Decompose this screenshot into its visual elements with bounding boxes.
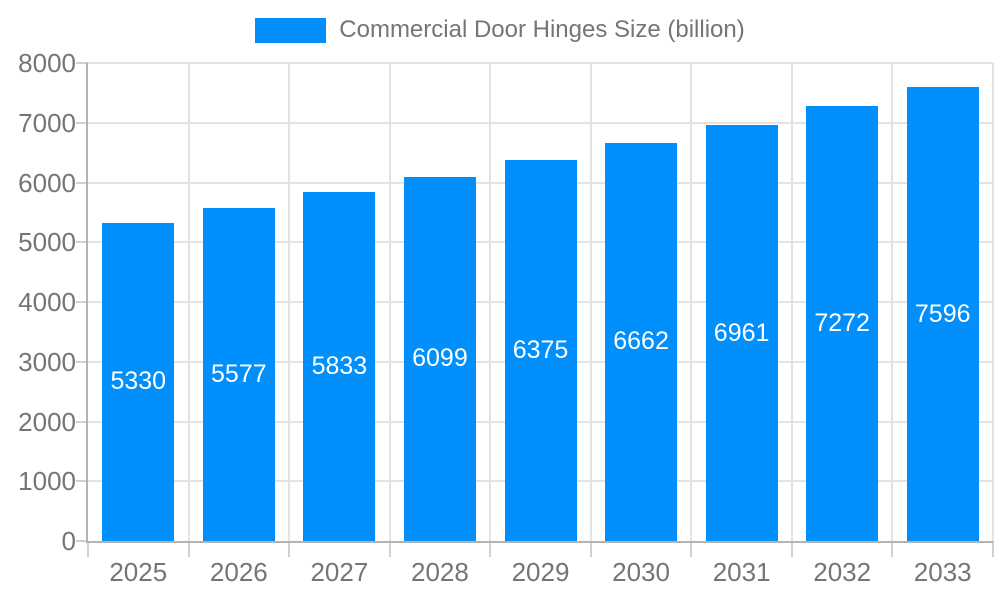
y-axis-label: 7000 <box>18 107 76 138</box>
x-axis-tick <box>690 541 693 557</box>
y-axis-label: 8000 <box>18 48 76 78</box>
x-axis-tick <box>790 541 793 557</box>
bar[interactable]: 6961 <box>705 125 778 541</box>
x-axis-tick <box>187 541 190 557</box>
x-axis-tick <box>489 541 492 557</box>
gridline-vertical <box>790 63 793 541</box>
x-axis-label: 2026 <box>209 557 268 587</box>
y-axis-tick <box>76 360 88 363</box>
x-axis-label: 2031 <box>712 557 771 587</box>
y-axis-label: 4000 <box>18 287 76 317</box>
gridline-vertical <box>589 63 592 541</box>
y-axis-tick <box>76 540 88 542</box>
bar-value-label: 6375 <box>512 336 569 365</box>
gridline-vertical <box>288 63 291 541</box>
x-axis-tick <box>288 541 291 557</box>
x-axis-line <box>88 541 993 543</box>
y-axis-label: 0 <box>61 526 76 556</box>
x-axis-tick <box>891 541 894 557</box>
y-axis-tick <box>76 480 88 483</box>
x-axis-label: 2027 <box>310 557 369 587</box>
x-axis-label: 2028 <box>411 557 469 587</box>
bar[interactable]: 7272 <box>806 106 879 541</box>
x-axis-label: 2029 <box>511 557 570 587</box>
x-axis-tick <box>992 541 994 557</box>
bar[interactable]: 6375 <box>504 160 577 541</box>
gridline-vertical <box>992 63 994 541</box>
gridline-vertical <box>388 63 391 541</box>
y-axis-tick <box>76 121 88 124</box>
y-axis-label: 6000 <box>18 167 76 198</box>
y-axis-tick <box>76 420 88 423</box>
bar-value-label: 5833 <box>311 352 368 381</box>
gridline-vertical <box>489 63 492 541</box>
y-axis-tick <box>76 301 88 303</box>
bar-value-label: 5330 <box>110 367 167 396</box>
y-axis-label: 3000 <box>18 346 76 377</box>
bar[interactable]: 7596 <box>906 87 979 541</box>
bar-value-label: 6099 <box>412 344 468 373</box>
y-axis-label: 5000 <box>18 227 76 258</box>
bar[interactable]: 6099 <box>403 176 476 541</box>
y-axis-label: 1000 <box>18 466 76 497</box>
y-axis-tick <box>76 62 88 64</box>
x-axis-label: 2030 <box>612 557 670 587</box>
x-axis-tick <box>589 541 592 557</box>
x-axis-tick <box>87 541 89 557</box>
x-axis-label: 2033 <box>913 557 972 587</box>
bar[interactable]: 5833 <box>303 192 376 541</box>
gridline-vertical <box>690 63 693 541</box>
legend-swatch[interactable] <box>255 17 327 43</box>
x-axis-tick <box>388 541 391 557</box>
bar-value-label: 7272 <box>814 309 870 338</box>
legend-label[interactable]: Commercial Door Hinges Size (billion) <box>339 16 745 43</box>
legend[interactable]: Commercial Door Hinges Size (billion) <box>0 16 1000 44</box>
gridline-horizontal <box>88 121 993 124</box>
gridline-vertical <box>187 63 190 541</box>
y-axis-tick <box>76 241 88 244</box>
gridline-vertical <box>891 63 894 541</box>
bar-value-label: 7596 <box>914 299 971 328</box>
x-axis-label: 2032 <box>813 557 872 587</box>
bar[interactable]: 5330 <box>102 222 175 541</box>
y-axis-line <box>86 63 88 543</box>
bar-value-label: 6961 <box>713 318 770 347</box>
x-axis-label: 2025 <box>109 557 168 587</box>
y-axis-label: 2000 <box>18 406 76 437</box>
bar-value-label: 6662 <box>613 327 669 356</box>
bar[interactable]: 6662 <box>605 142 678 541</box>
y-axis-tick <box>76 181 88 184</box>
bar-value-label: 5577 <box>211 359 267 388</box>
gridline-horizontal <box>88 62 993 64</box>
bar[interactable]: 5577 <box>202 207 275 541</box>
